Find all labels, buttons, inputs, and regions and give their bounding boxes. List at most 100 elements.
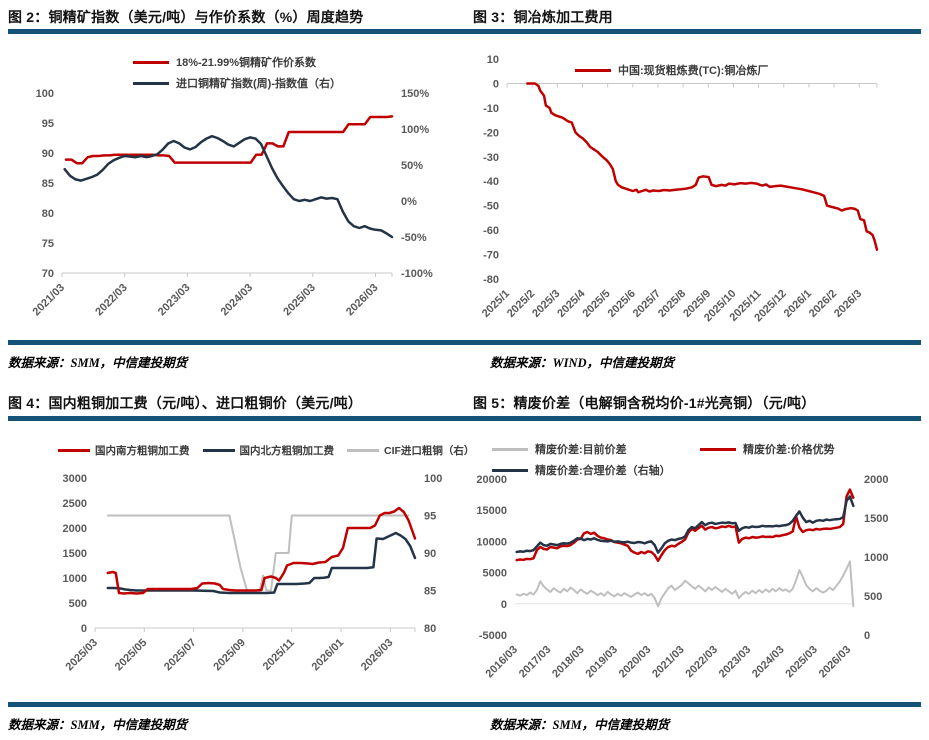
- figure5-title: 图 5：精废价差（电解铜含税均价-1#光亮铜）（元/吨）: [473, 395, 816, 411]
- figure4-source: 数据来源：SMM，中信建投期货: [8, 718, 188, 732]
- legend-label: 18%-21.99%铜精矿作价系数: [176, 57, 316, 69]
- svg-text:10000: 10000: [476, 536, 507, 548]
- figure4-title: 图 4：国内粗铜加工费（元/吨）、进口粗铜价（美元/吨）: [8, 395, 363, 411]
- red-line-swatch: [575, 68, 611, 72]
- svg-text:2025/03: 2025/03: [64, 637, 101, 674]
- svg-text:2017/03: 2017/03: [517, 644, 554, 681]
- svg-text:90: 90: [424, 548, 436, 560]
- svg-text:15000: 15000: [476, 505, 507, 517]
- svg-text:500: 500: [69, 598, 87, 610]
- svg-text:100: 100: [424, 473, 442, 485]
- svg-text:0%: 0%: [401, 196, 417, 208]
- svg-text:2026/3: 2026/3: [832, 288, 864, 320]
- figure3-title: 图 3：铜冶炼加工费用: [473, 9, 613, 25]
- svg-text:90: 90: [42, 148, 54, 160]
- svg-text:-50: -50: [483, 201, 499, 213]
- figure4-legend: 国内南方粗铜加工费 国内北方粗铜加工费 CIF进口粗铜（右）: [58, 443, 487, 463]
- svg-text:100: 100: [36, 88, 54, 100]
- svg-text:50%: 50%: [401, 160, 423, 172]
- figure2-chart: 70 75 80 85 90 95 100 -100% -50% 0% 50% 100% 150% 202…: [31, 88, 433, 319]
- legend-item: CIF进口粗铜（右）: [347, 443, 474, 458]
- figure2-source: 数据来源：SMM，中信建投期货: [8, 356, 188, 370]
- svg-text:2026/01: 2026/01: [310, 637, 347, 674]
- svg-text:2022/03: 2022/03: [93, 282, 130, 319]
- red-line-swatch: [58, 449, 90, 452]
- svg-text:2026/03: 2026/03: [359, 637, 396, 674]
- svg-text:5000: 5000: [483, 568, 507, 580]
- legend-item: 国内南方粗铜加工费: [58, 443, 190, 458]
- svg-text:2019/03: 2019/03: [583, 644, 620, 681]
- figure3-legend: 中国:现货粗炼费(TC):铜冶炼厂: [575, 62, 768, 83]
- svg-text:80: 80: [42, 208, 54, 220]
- legend-label: 中国:现货粗炼费(TC):铜冶炼厂: [618, 65, 769, 77]
- svg-text:2026/03: 2026/03: [817, 644, 854, 681]
- svg-text:85: 85: [42, 178, 54, 190]
- svg-text:85: 85: [424, 586, 436, 598]
- svg-text:0: 0: [864, 630, 870, 642]
- legend-item: 精废价差:合理价差（右轴）: [492, 462, 671, 478]
- svg-text:2024/03: 2024/03: [750, 644, 787, 681]
- svg-text:-60: -60: [483, 225, 499, 237]
- navy-line-swatch: [492, 468, 528, 472]
- svg-text:2018/03: 2018/03: [550, 644, 587, 681]
- section-divider: [8, 702, 921, 707]
- svg-text:80: 80: [424, 623, 436, 635]
- red-line-swatch: [700, 447, 736, 451]
- svg-text:-50%: -50%: [401, 232, 427, 244]
- legend-item: 国内北方粗铜加工费: [202, 443, 334, 458]
- svg-text:-20: -20: [483, 127, 499, 139]
- svg-text:2025/05: 2025/05: [113, 637, 150, 674]
- svg-text:-5000: -5000: [479, 630, 507, 642]
- svg-text:2024/03: 2024/03: [219, 282, 256, 319]
- legend-item: 中国:现货粗炼费(TC):铜冶炼厂: [575, 62, 768, 78]
- svg-text:1500: 1500: [864, 513, 888, 525]
- svg-text:-30: -30: [483, 152, 499, 164]
- svg-text:70: 70: [42, 268, 54, 280]
- svg-text:2023/03: 2023/03: [156, 282, 193, 319]
- red-line-swatch: [133, 60, 169, 64]
- svg-text:2016/03: 2016/03: [484, 644, 521, 681]
- svg-text:2000: 2000: [864, 474, 888, 486]
- legend-row: 精废价差:合理价差（右轴）: [492, 462, 835, 478]
- legend-label: 精废价差:价格优势: [743, 444, 835, 456]
- svg-text:2022/03: 2022/03: [683, 644, 720, 681]
- svg-text:2021/03: 2021/03: [31, 282, 68, 319]
- gray-line-swatch: [347, 449, 379, 452]
- svg-text:2021/03: 2021/03: [650, 644, 687, 681]
- legend-item: 进口铜精矿指数(周)-指数值（右）: [133, 75, 341, 91]
- svg-text:0: 0: [81, 623, 87, 635]
- svg-text:0: 0: [493, 78, 499, 90]
- legend-label: 国内南方粗铜加工费: [95, 445, 190, 457]
- title-underline-row2: [8, 416, 921, 421]
- svg-text:75: 75: [42, 238, 54, 250]
- svg-text:-70: -70: [483, 250, 499, 262]
- svg-text:1000: 1000: [864, 552, 888, 564]
- svg-text:-100%: -100%: [401, 268, 433, 280]
- svg-text:2000: 2000: [63, 523, 87, 535]
- svg-text:10: 10: [487, 54, 499, 66]
- figure2-title: 图 2：铜精矿指数（美元/吨）与作价系数（%）周度趋势: [8, 9, 364, 25]
- svg-text:100%: 100%: [401, 124, 429, 136]
- svg-text:1000: 1000: [63, 573, 87, 585]
- svg-text:95: 95: [42, 118, 54, 130]
- svg-text:2020/03: 2020/03: [617, 644, 654, 681]
- svg-text:2025/03: 2025/03: [281, 282, 318, 319]
- legend-item: 精废价差:价格优势: [700, 441, 835, 457]
- svg-text:1500: 1500: [63, 548, 87, 560]
- navy-line-swatch: [202, 449, 235, 452]
- svg-text:2025/09: 2025/09: [211, 637, 248, 674]
- svg-text:95: 95: [424, 511, 436, 523]
- gray-line-swatch: [492, 447, 528, 451]
- svg-text:500: 500: [864, 591, 882, 603]
- svg-text:-80: -80: [483, 274, 499, 286]
- legend-label: CIF进口粗铜（右）: [384, 445, 475, 457]
- figure4-chart: 0 500 1000 1500 2000 2500 3000 80 85 90 95 100 2025/…: [63, 473, 443, 674]
- svg-text:0: 0: [501, 599, 507, 611]
- navy-line-swatch: [133, 81, 169, 85]
- svg-text:2026/03: 2026/03: [344, 282, 381, 319]
- svg-text:2025/11: 2025/11: [261, 637, 297, 673]
- figure5-source: 数据来源：SMM，中信建投期货: [490, 718, 670, 732]
- figure2-legend: 18%-21.99%铜精矿作价系数 进口铜精矿指数(周)-指数值（右）: [133, 54, 341, 96]
- section-divider: [8, 340, 921, 345]
- legend-label: 进口铜精矿指数(周)-指数值（右）: [176, 78, 341, 90]
